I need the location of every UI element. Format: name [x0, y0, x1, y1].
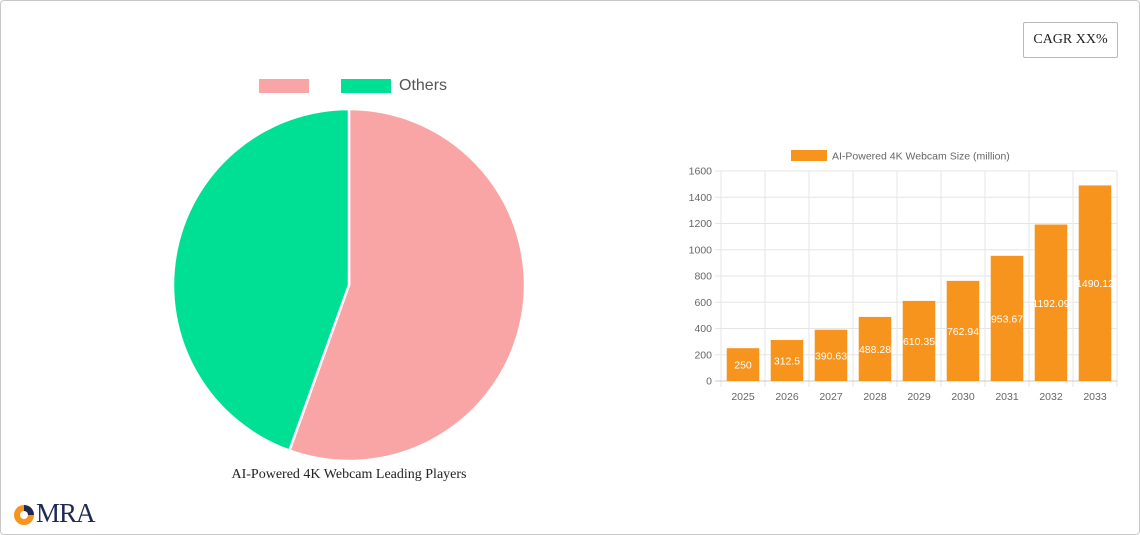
leading-players-pie-chart	[171, 107, 527, 463]
bar-2027[interactable]	[814, 329, 848, 381]
bar-value-label: 1192.09	[1032, 298, 1069, 310]
y-tick-label: 600	[694, 297, 712, 309]
pie-legend-item-company[interactable]	[259, 79, 317, 93]
mra-logo: MRA	[12, 498, 96, 529]
y-tick-label: 400	[694, 323, 712, 335]
x-tick-label: 2032	[1039, 391, 1063, 403]
x-tick-label: 2033	[1083, 391, 1107, 403]
bar-legend-label: AI-Powered 4K Webcam Size (million)	[832, 151, 1010, 163]
bar-value-label: 488.28	[859, 344, 891, 356]
y-tick-label: 1000	[689, 244, 713, 256]
pie-legend-item-others[interactable]: Others	[341, 77, 447, 95]
pie-slice-others[interactable]	[171, 107, 351, 453]
x-tick-label: 2026	[775, 391, 799, 403]
bar-value-label: 610.35	[903, 336, 935, 348]
y-tick-label: 200	[694, 349, 712, 361]
bar-2032[interactable]	[1034, 224, 1068, 381]
bar-2025[interactable]	[726, 348, 760, 381]
pie-legend-label-others: Others	[399, 77, 448, 94]
bar-value-label: 312.5	[774, 355, 800, 367]
x-tick-label: 2027	[819, 391, 843, 403]
pie-slice-company[interactable]	[287, 107, 527, 463]
market-size-bar-chart: AI-Powered 4K Webcam Size (million) 0 200 4…	[689, 150, 1118, 403]
bar-value-label: 762.94	[947, 326, 979, 338]
y-tick-label: 1600	[689, 166, 713, 178]
pie-legend-swatch-others	[341, 79, 391, 93]
y-tick-label: 1200	[689, 218, 713, 230]
pie-legend-swatch-company	[259, 79, 309, 93]
pie-chart-caption: AI-Powered 4K Webcam Leading Players	[231, 467, 467, 482]
y-tick-label: 0	[706, 376, 712, 388]
bar-value-label: 1490.12	[1076, 278, 1114, 290]
bar-value-label: 390.63	[815, 350, 847, 362]
bar-2031[interactable]	[990, 255, 1024, 381]
mra-logo-icon	[14, 504, 34, 525]
bar-value-label: 250	[734, 360, 752, 372]
y-tick-label: 1400	[689, 192, 713, 204]
x-tick-label: 2028	[863, 391, 887, 403]
x-tick-label: 2029	[907, 391, 931, 403]
bar-2028[interactable]	[858, 316, 892, 381]
pie-legend: Others	[259, 75, 471, 97]
bar-legend[interactable]: AI-Powered 4K Webcam Size (million)	[791, 150, 1010, 163]
x-tick-label: 2030	[951, 391, 975, 403]
x-tick-label: 2031	[995, 391, 1019, 403]
bar-2026[interactable]	[770, 339, 804, 381]
mra-logo-text: MRA	[36, 498, 96, 528]
bar-2030[interactable]	[946, 280, 980, 381]
y-tick-label: 800	[694, 271, 712, 283]
x-tick-label: 2025	[731, 391, 755, 403]
bar-2033[interactable]	[1078, 185, 1112, 381]
bar-legend-swatch	[791, 150, 827, 161]
bar-value-label: 953.67	[991, 313, 1023, 325]
bar-2029[interactable]	[902, 300, 936, 381]
cagr-badge: CAGR XX%	[1023, 22, 1118, 58]
